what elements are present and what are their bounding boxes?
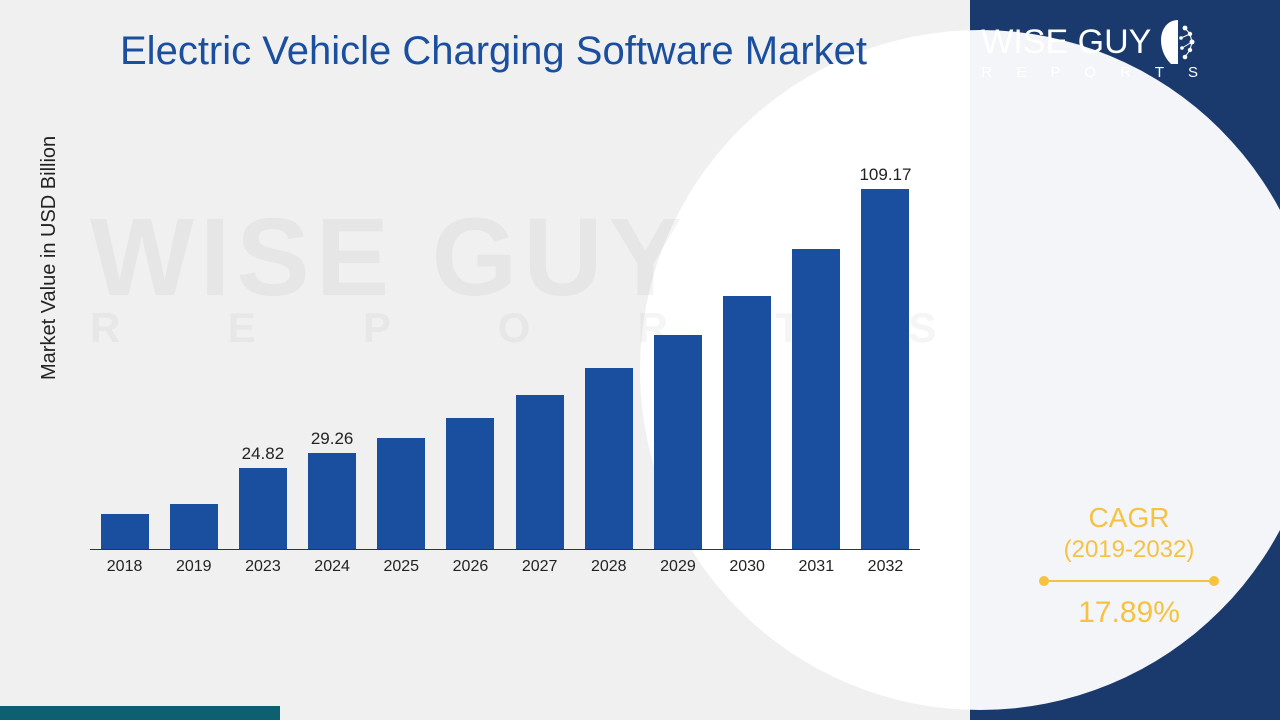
- x-tick-label: 2024: [298, 554, 367, 580]
- bar-slot: [643, 170, 712, 550]
- logo-text-main: WISE GUY: [981, 23, 1151, 62]
- bar: [377, 438, 425, 550]
- x-tick-label: 2032: [851, 554, 920, 580]
- chart-title: Electric Vehicle Charging Software Marke…: [120, 28, 867, 74]
- bar: [170, 504, 218, 550]
- x-tick-label: 2023: [228, 554, 297, 580]
- bar-slot: [159, 170, 228, 550]
- bar-value-label: 24.82: [242, 444, 285, 464]
- bar-value-label: 29.26: [311, 429, 354, 449]
- bar: [723, 296, 771, 550]
- x-tick-label: 2029: [643, 554, 712, 580]
- bar-slot: [782, 170, 851, 550]
- cagr-divider: [1044, 580, 1214, 582]
- x-tick-label: 2025: [367, 554, 436, 580]
- brand-logo: WISE GUY: [981, 18, 1252, 81]
- cagr-value: 17.89%: [1024, 596, 1234, 630]
- bars-container: 24.82 29.26 109.17: [90, 170, 920, 550]
- bar: [446, 418, 494, 550]
- x-axis-line: [90, 549, 920, 550]
- bar-slot: [574, 170, 643, 550]
- x-tick-label: 2018: [90, 554, 159, 580]
- cagr-panel: CAGR (2019-2032) 17.89%: [1024, 502, 1234, 630]
- bar: [792, 249, 840, 550]
- logo-text-sub: R E P O R T S: [981, 64, 1208, 81]
- logo-main-row: WISE GUY: [981, 18, 1252, 66]
- x-tick-label: 2027: [505, 554, 574, 580]
- bar-slot: [90, 170, 159, 550]
- bar: [585, 368, 633, 550]
- logo-head-icon: [1157, 18, 1199, 66]
- bar-slot: 109.17: [851, 170, 920, 550]
- footer-accent-bar: [0, 706, 280, 720]
- bar: [308, 453, 356, 550]
- cagr-period: (2019-2032): [1024, 536, 1234, 564]
- bar-slot: 29.26: [298, 170, 367, 550]
- x-tick-label: 2030: [713, 554, 782, 580]
- bar: [861, 189, 909, 550]
- x-tick-label: 2028: [574, 554, 643, 580]
- bar-slot: [505, 170, 574, 550]
- bar-chart: 24.8229.26109.17 20182019202320242025202…: [90, 170, 920, 580]
- bar-slot: 24.82: [228, 170, 297, 550]
- bar-value-label: 109.17: [859, 165, 911, 185]
- bar-slot: [436, 170, 505, 550]
- cagr-title: CAGR: [1024, 502, 1234, 534]
- bar: [516, 395, 564, 550]
- bar: [654, 335, 702, 550]
- bar: [101, 514, 149, 550]
- y-axis-label: Market Value in USD Billion: [38, 136, 61, 380]
- x-tick-label: 2026: [436, 554, 505, 580]
- chart-stage: WISE GUY R E P O R T S Electric Vehicle …: [0, 0, 1280, 720]
- x-tick-label: 2031: [782, 554, 851, 580]
- bar-slot: [713, 170, 782, 550]
- bar-slot: [367, 170, 436, 550]
- x-labels-row: 2018201920232024202520262027202820292030…: [90, 554, 920, 580]
- x-tick-label: 2019: [159, 554, 228, 580]
- bar: [239, 468, 287, 550]
